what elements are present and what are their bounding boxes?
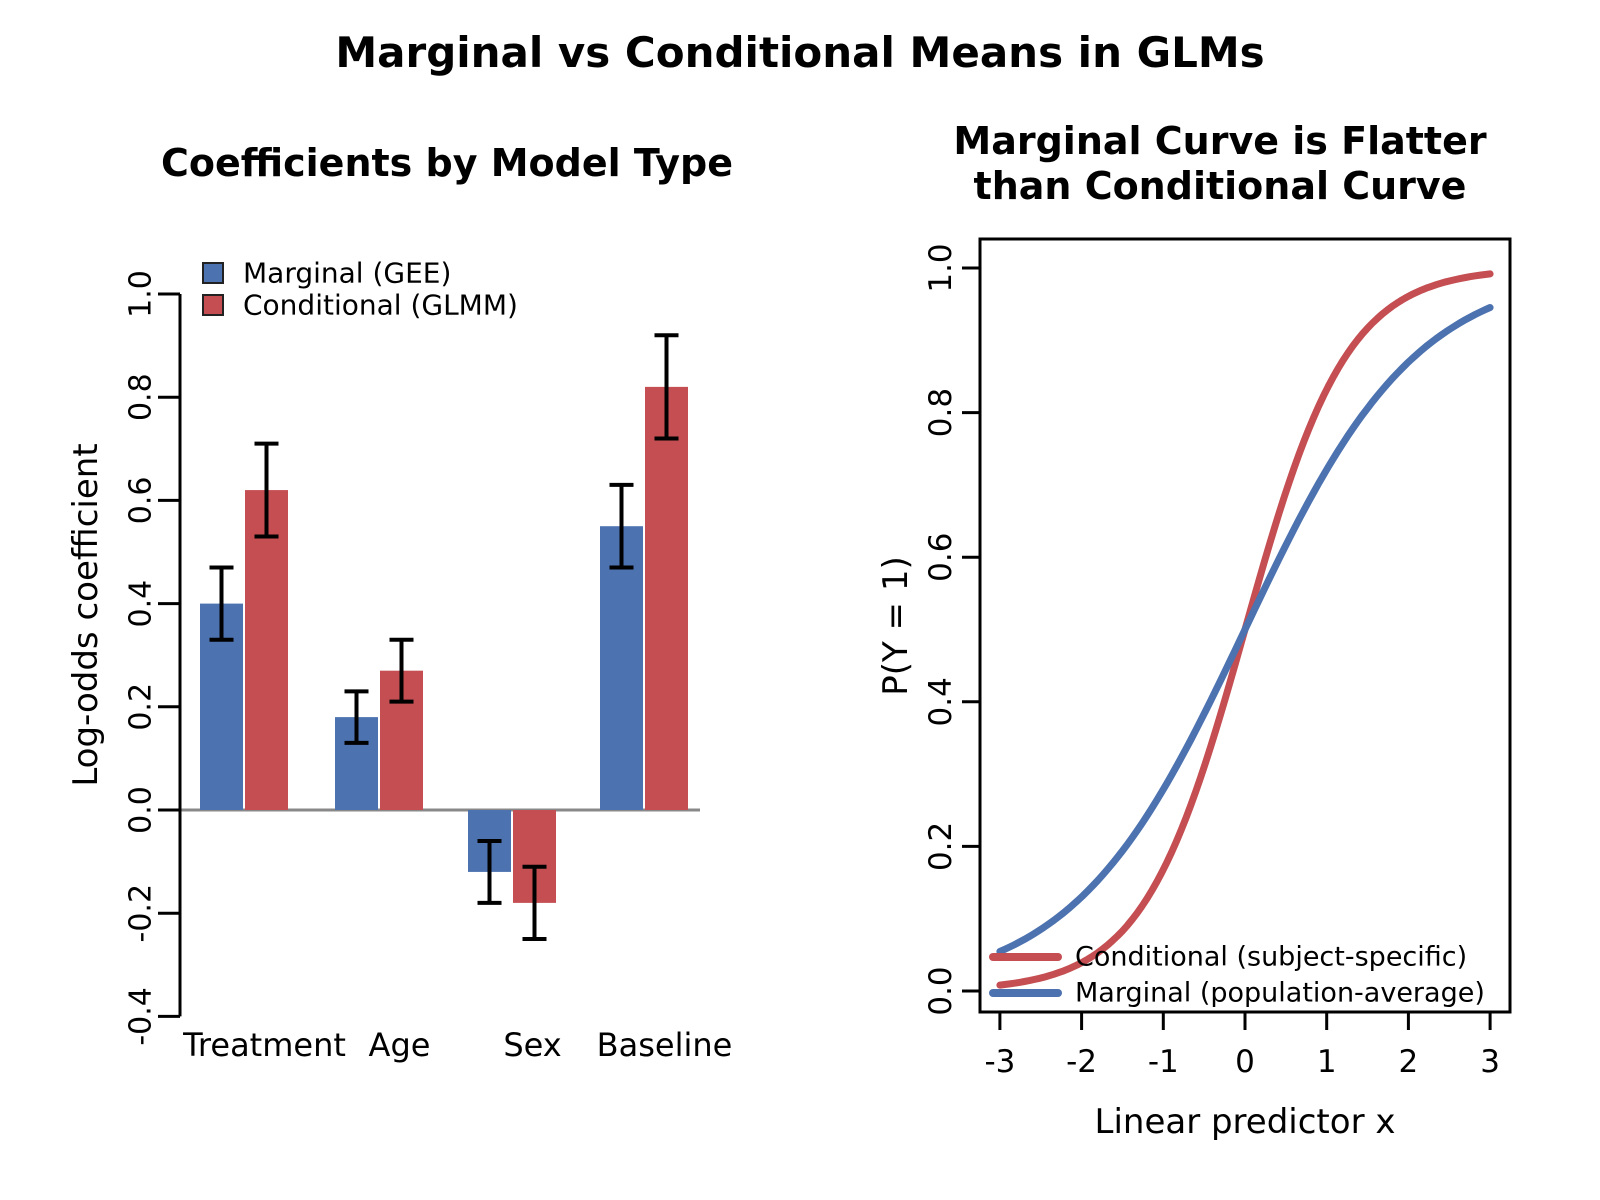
legend-label: Marginal (GEE) [243,257,451,290]
category-label-sex: Sex [503,1026,561,1064]
line-chart-title-line2: than Conditional Curve [974,164,1467,208]
category-label-age: Age [369,1026,431,1064]
main-title: Marginal vs Conditional Means in GLMs [335,28,1265,77]
y-axis-tick-label: 0.2 [124,683,159,731]
y-axis-tick-label: -0.2 [124,884,159,943]
x-axis-tick-label: -1 [1148,1044,1179,1080]
y-axis-title: Log-odds coefficient [66,443,106,786]
bar-chart-legend: Marginal (GEE)Conditional (GLMM) [202,257,518,322]
y-axis-tick-label: 0.8 [124,373,159,421]
y-axis-tick-label: 1.0 [923,243,959,292]
x-axis-tick-label: -3 [984,1044,1015,1080]
line-chart-title-line1: Marginal Curve is Flatter [953,119,1486,163]
y-axis-tick-label: 0.8 [923,388,959,437]
x-axis-tick-label: 1 [1317,1044,1337,1080]
y-axis-tick-label: 0.0 [923,966,959,1015]
legend-swatch-red [202,294,224,316]
bar-conditional-glmm-baseline [645,386,688,810]
curve-legend-label: Marginal (population-average) [1075,978,1485,1009]
x-axis-title: Linear predictor x [1095,1102,1396,1142]
x-axis-tick-label: 3 [1480,1044,1500,1080]
marginal-curve [996,304,1494,955]
y-axis-tick-label: 0.2 [923,822,959,871]
y-axis-tick-label: 0.4 [124,580,159,628]
y-axis-title: P(Y = 1) [876,556,916,696]
x-axis-tick-label: -2 [1066,1044,1097,1080]
bar-conditional-glmm-treatment [245,490,288,810]
category-label-baseline: Baseline [597,1026,733,1064]
bar-marginal-gee-baseline [600,526,643,810]
y-axis-tick-label: 1.0 [124,270,159,318]
bar-chart-title: Coefficients by Model Type [161,141,733,185]
curve-legend-label: Conditional (subject-specific) [1075,942,1467,973]
legend-label: Conditional (GLMM) [243,289,518,322]
legend-swatch-blue [202,262,224,284]
bar-chart-panel: Coefficients by Model Type 1.0 0.8 0.6 0.4 0.… [66,141,733,1064]
x-axis-tick-label: 0 [1235,1044,1255,1080]
y-axis-tick-label: -0.4 [124,987,159,1046]
y-axis-tick-label: 0.0 [124,786,159,834]
y-axis-tick-label: 0.4 [923,677,959,726]
x-axis-tick-label: 2 [1399,1044,1419,1080]
y-axis-tick-label: 0.6 [923,533,959,582]
category-label-treatment: Treatment [182,1026,346,1064]
y-axis-tick-label: 0.6 [124,477,159,525]
